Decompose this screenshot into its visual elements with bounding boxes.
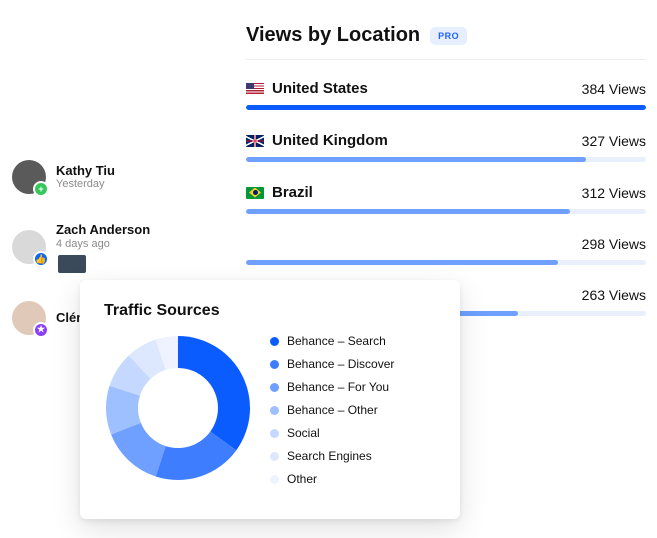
legend-row: Behance – Search	[270, 334, 394, 348]
views-bar-fill	[246, 260, 558, 265]
legend-label: Behance – Other	[287, 403, 378, 417]
views-bar-track	[246, 157, 646, 162]
divider	[246, 59, 646, 60]
views-count: 263 Views	[582, 287, 646, 303]
views-bar-fill	[246, 157, 586, 162]
views-count: 298 Views	[582, 236, 646, 252]
donut-hole	[138, 368, 218, 448]
legend-label: Behance – Discover	[287, 357, 394, 371]
views-title: Views by Location	[246, 24, 420, 47]
activity-time: Yesterday	[56, 178, 115, 191]
legend-label: Social	[287, 426, 320, 440]
avatar: ★	[12, 301, 46, 335]
location-row: United Kingdom 327 Views	[246, 132, 646, 162]
legend-label: Search Engines	[287, 449, 372, 463]
uk-flag-icon	[246, 135, 264, 147]
activity-badge-icon: +	[33, 181, 49, 197]
activity-badge-icon: 👍	[33, 251, 49, 267]
legend-label: Behance – Search	[287, 334, 386, 348]
location-name: United Kingdom	[246, 132, 388, 149]
legend-swatch-icon	[270, 383, 279, 392]
legend-swatch-icon	[270, 429, 279, 438]
legend-swatch-icon	[270, 337, 279, 346]
activity-thumbnail	[58, 255, 86, 273]
activity-row[interactable]: 👍 Zach Anderson4 days ago	[12, 222, 232, 273]
activity-time: 4 days ago	[56, 238, 150, 251]
traffic-donut-chart	[104, 334, 252, 482]
views-bar-track	[246, 105, 646, 110]
avatar: 👍	[12, 230, 46, 264]
avatar: +	[12, 160, 46, 194]
legend-swatch-icon	[270, 406, 279, 415]
location-name: Brazil	[246, 184, 313, 201]
location-name: United States	[246, 80, 368, 97]
traffic-sources-card: Traffic Sources Behance – SearchBehance …	[80, 280, 460, 519]
activity-name: Zach Anderson	[56, 222, 150, 238]
views-bar-track	[246, 260, 646, 265]
legend-row: Other	[270, 472, 394, 486]
us-flag-icon	[246, 83, 264, 95]
location-row: United States 384 Views	[246, 80, 646, 110]
legend-swatch-icon	[270, 360, 279, 369]
traffic-title: Traffic Sources	[104, 302, 436, 320]
location-label: United States	[272, 80, 368, 97]
legend-row: Behance – For You	[270, 380, 394, 394]
pro-badge: PRO	[430, 27, 467, 45]
views-bar-track	[246, 209, 646, 214]
views-count: 384 Views	[582, 81, 646, 97]
views-bar-fill	[246, 209, 570, 214]
location-label: Brazil	[272, 184, 313, 201]
legend-swatch-icon	[270, 452, 279, 461]
traffic-legend: Behance – Search Behance – Discover Behanc…	[270, 334, 394, 495]
activity-row[interactable]: + Kathy TiuYesterday	[12, 160, 232, 194]
views-count: 312 Views	[582, 185, 646, 201]
legend-label: Behance – For You	[287, 380, 389, 394]
legend-row: Social	[270, 426, 394, 440]
legend-row: Search Engines	[270, 449, 394, 463]
location-row: 298 Views	[246, 236, 646, 265]
location-row: Brazil 312 Views	[246, 184, 646, 214]
br-flag-icon	[246, 187, 264, 199]
views-header: Views by Location PRO	[246, 24, 646, 47]
activity-badge-icon: ★	[33, 322, 49, 338]
views-bar-fill	[246, 105, 646, 110]
legend-row: Behance – Discover	[270, 357, 394, 371]
location-label: United Kingdom	[272, 132, 388, 149]
legend-swatch-icon	[270, 475, 279, 484]
activity-name: Kathy Tiu	[56, 163, 115, 179]
views-count: 327 Views	[582, 133, 646, 149]
legend-label: Other	[287, 472, 317, 486]
legend-row: Behance – Other	[270, 403, 394, 417]
